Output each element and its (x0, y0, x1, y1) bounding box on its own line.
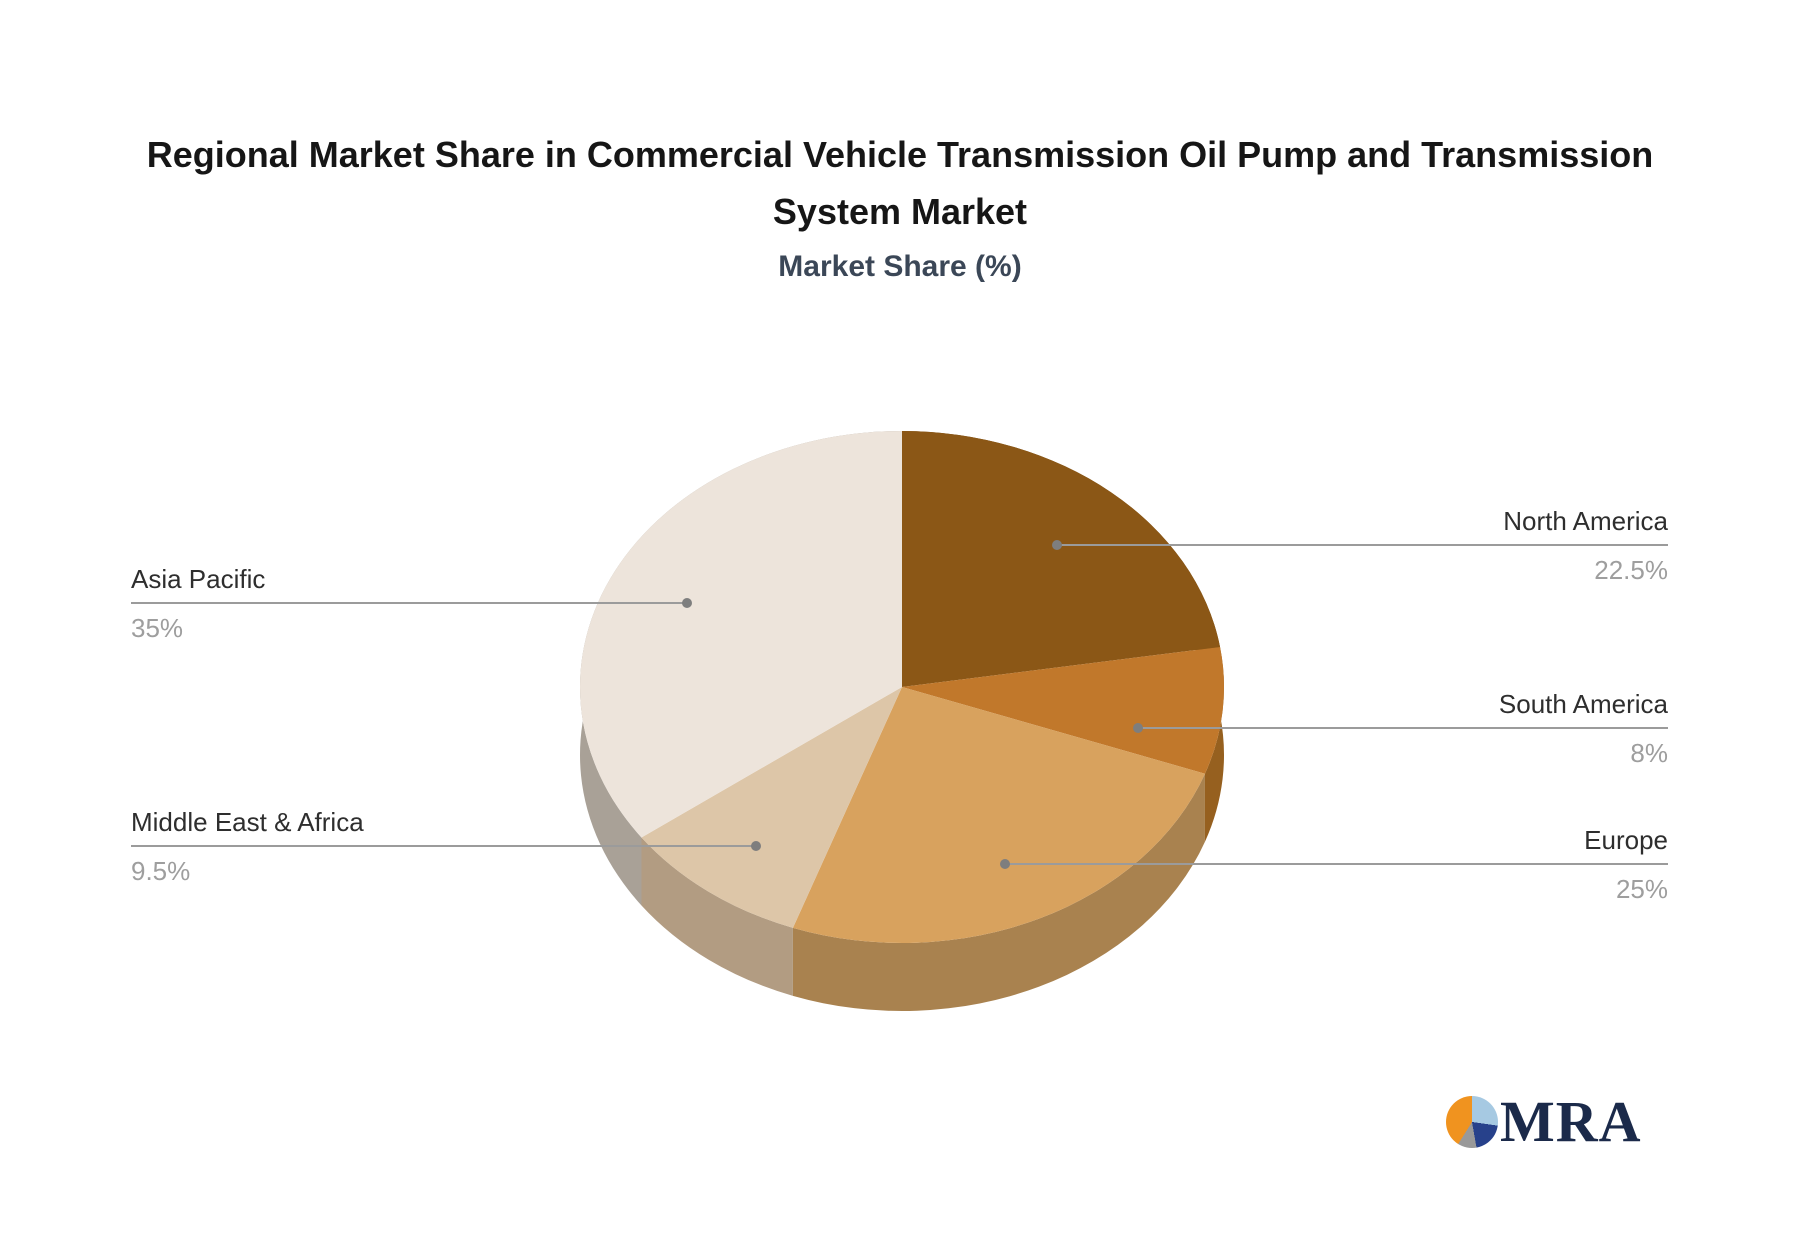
chart-title-line1: Regional Market Share in Commercial Vehi… (146, 134, 1654, 175)
pie-slice-side-middle-east-africa (641, 837, 793, 996)
slice-label-value: 35% (131, 613, 184, 643)
brand-logo-text: MRA (1500, 1089, 1642, 1154)
slice-label-name: Middle East & Africa (131, 807, 364, 837)
pie-slice-north-america[interactable] (902, 431, 1221, 687)
slice-label-name: Europe (1584, 825, 1668, 855)
slice-label-value: 25% (1615, 874, 1668, 904)
leader-dot-europe (1000, 859, 1010, 869)
chart-title-line2: System Market (772, 191, 1028, 232)
pie-slice-asia-pacific[interactable] (580, 431, 902, 838)
pie-slice-side-south-america (1204, 646, 1224, 842)
slice-label-value: 9.5% (131, 856, 191, 886)
slice-label-value: 8% (1630, 738, 1668, 768)
brand-pie-icon (1446, 1096, 1498, 1148)
chart-title: Regional Market Share in Commercial Vehi… (0, 126, 1800, 240)
pie-slice-middle-east-africa[interactable] (641, 687, 902, 928)
slice-label-name: North America (1503, 506, 1668, 536)
leader-dot-north-america (1052, 540, 1062, 550)
pie-slice-europe[interactable] (792, 687, 1205, 943)
slice-label-name: South America (1498, 689, 1668, 719)
leader-dot-south-america (1133, 723, 1143, 733)
pie-slice-south-america[interactable] (902, 646, 1224, 774)
chart-subtitle: Market Share (%) (778, 250, 1022, 283)
slice-label-value: 22.5% (1594, 555, 1668, 585)
slice-label-name: Asia Pacific (131, 564, 266, 594)
pie-slice-side-europe (792, 773, 1205, 1011)
brand-logo: MRA (1446, 1089, 1642, 1154)
leader-dot-middle-east-africa (751, 841, 761, 851)
leader-dot-asia-pacific (682, 598, 692, 608)
